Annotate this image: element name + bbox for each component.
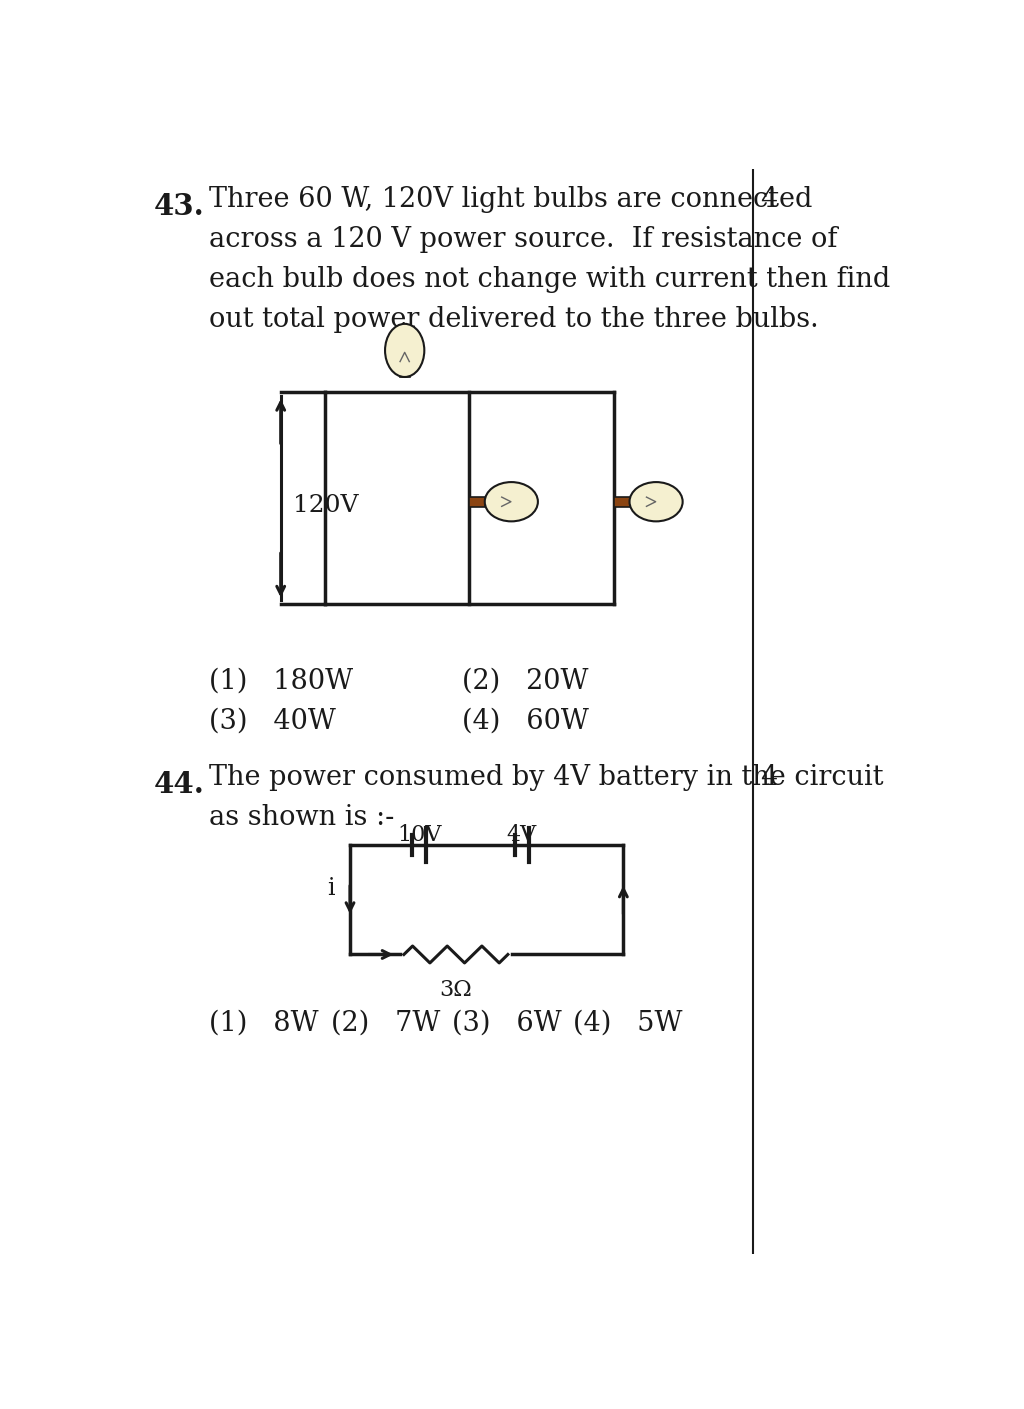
Text: out total power delivered to the three bulbs.: out total power delivered to the three b… (209, 306, 819, 333)
Text: 3Ω: 3Ω (439, 979, 472, 1002)
Text: (1)   180W: (1) 180W (209, 668, 353, 695)
Text: (4)   5W: (4) 5W (573, 1010, 683, 1037)
Text: 4: 4 (760, 186, 777, 213)
Text: Three 60 W, 120V light bulbs are connected: Three 60 W, 120V light bulbs are connect… (209, 186, 812, 213)
Text: 43.: 43. (154, 192, 205, 221)
Text: each bulb does not change with current then find: each bulb does not change with current t… (209, 266, 890, 293)
Text: (4)   60W: (4) 60W (462, 709, 589, 735)
Text: 44.: 44. (154, 769, 205, 799)
Text: as shown is :-: as shown is :- (209, 803, 394, 830)
Text: 10V: 10V (397, 824, 441, 845)
Bar (469, 497, 484, 507)
Text: i: i (327, 876, 335, 900)
Text: across a 120 V power source.  If resistance of: across a 120 V power source. If resistan… (209, 225, 838, 254)
Ellipse shape (385, 324, 424, 378)
Text: (2)   20W: (2) 20W (462, 668, 588, 695)
Ellipse shape (484, 482, 538, 521)
Text: (1)   8W: (1) 8W (209, 1010, 318, 1037)
Bar (614, 497, 630, 507)
Text: (2)   7W: (2) 7W (331, 1010, 440, 1037)
Text: 120V: 120V (293, 495, 358, 517)
Text: 4: 4 (760, 764, 777, 790)
Text: 4V: 4V (507, 824, 537, 845)
Bar (399, 362, 410, 378)
Text: (3)   6W: (3) 6W (453, 1010, 562, 1037)
Text: (3)   40W: (3) 40W (209, 709, 336, 735)
Ellipse shape (630, 482, 683, 521)
Text: The power consumed by 4V battery in the circuit: The power consumed by 4V battery in the … (209, 764, 884, 790)
